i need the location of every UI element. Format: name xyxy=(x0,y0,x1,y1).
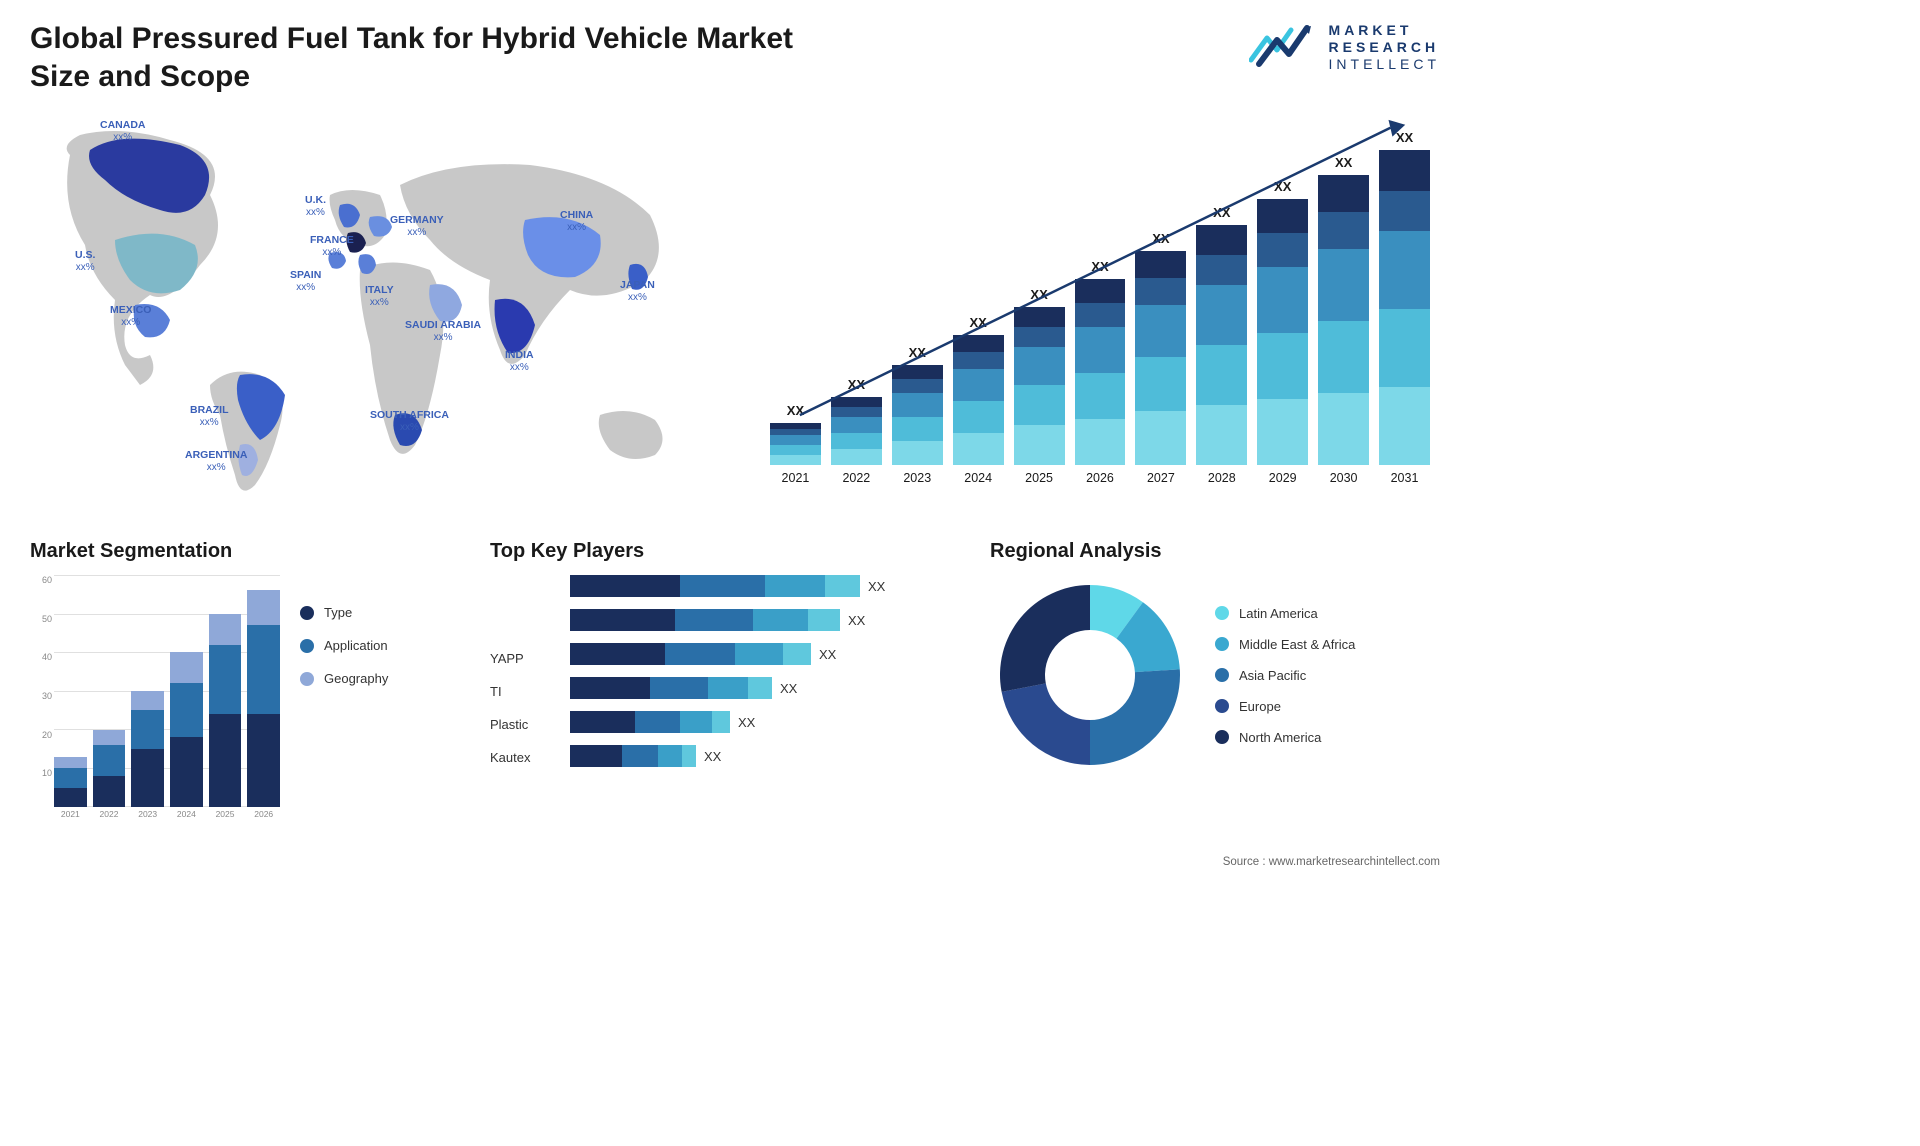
player-bar: XX xyxy=(570,745,960,767)
growth-bar: XX2026 xyxy=(1075,279,1126,485)
legend-item: Type xyxy=(300,605,388,620)
player-bar: XX xyxy=(570,643,960,665)
players-section: Top Key Players YAPPTIPlasticKautex XXXX… xyxy=(490,540,960,767)
growth-bar: XX2030 xyxy=(1318,175,1369,485)
player-bar: XX xyxy=(570,711,960,733)
player-bar: XX xyxy=(570,575,960,597)
regional-legend: Latin America Middle East & Africa Asia Pa… xyxy=(1215,606,1355,745)
map-label: SPAINxx% xyxy=(290,270,321,293)
map-label: BRAZILxx% xyxy=(190,405,229,428)
map-label: INDIAxx% xyxy=(505,350,534,373)
map-label: JAPANxx% xyxy=(620,280,655,303)
player-label: Plastic xyxy=(490,717,550,732)
map-label: U.S.xx% xyxy=(75,250,95,273)
player-bar: XX xyxy=(570,677,960,699)
logo-mark-icon xyxy=(1249,20,1319,75)
map-label: ITALYxx% xyxy=(365,285,394,308)
seg-bar xyxy=(93,730,126,807)
player-bar: XX xyxy=(570,609,960,631)
seg-bar xyxy=(209,614,242,807)
seg-y-axis: 605040302010 xyxy=(30,575,52,807)
world-map: CANADAxx% U.S.xx% MEXICOxx% BRAZILxx% ARGENT… xyxy=(30,105,710,505)
growth-bar: XX2021 xyxy=(770,423,821,485)
growth-bars: XX2021XX2022XX2023XX2024XX2025XX2026XX20… xyxy=(770,145,1430,485)
segmentation-legend: Type Application Geography xyxy=(300,605,388,686)
regional-title: Regional Analysis xyxy=(990,540,1430,563)
growth-bar: XX2029 xyxy=(1257,199,1308,485)
growth-bar: XX2031 xyxy=(1379,150,1430,485)
players-title: Top Key Players xyxy=(490,540,960,563)
legend-item: Latin America xyxy=(1215,606,1355,621)
legend-item: Asia Pacific xyxy=(1215,668,1355,683)
seg-x-axis: 202120222023202420252026 xyxy=(54,809,280,825)
legend-item: Middle East & Africa xyxy=(1215,637,1355,652)
segmentation-section: Market Segmentation 605040302010 2021202… xyxy=(30,540,460,825)
legend-item: Europe xyxy=(1215,699,1355,714)
players-labels: YAPP TI Plastic Kautex xyxy=(490,575,550,767)
seg-bar xyxy=(131,691,164,807)
player-label: Kautex xyxy=(490,750,550,765)
growth-bar: XX2025 xyxy=(1014,307,1065,485)
legend-item: Geography xyxy=(300,671,388,686)
player-label: YAPP xyxy=(490,651,550,666)
player-label: TI xyxy=(490,684,550,699)
brand-logo: MARKET RESEARCH INTELLECT xyxy=(1249,20,1440,75)
seg-bar xyxy=(170,652,203,807)
growth-bar: XX2028 xyxy=(1196,225,1247,485)
page-title: Global Pressured Fuel Tank for Hybrid Ve… xyxy=(30,20,810,95)
growth-bar: XX2022 xyxy=(831,397,882,485)
donut-slice xyxy=(1002,683,1090,765)
segmentation-title: Market Segmentation xyxy=(30,540,460,563)
segmentation-chart: 605040302010 202120222023202420252026 xyxy=(30,575,280,825)
map-label: CANADAxx% xyxy=(100,120,146,143)
seg-bar xyxy=(54,757,87,807)
map-label: SOUTH AFRICAxx% xyxy=(370,410,449,433)
map-label: FRANCExx% xyxy=(310,235,354,258)
growth-bar: XX2024 xyxy=(953,335,1004,485)
players-bars: XX XX XX XX XX XX xyxy=(570,575,960,767)
growth-bar: XX2027 xyxy=(1135,251,1186,485)
donut-slice xyxy=(1090,669,1180,765)
donut-slice xyxy=(1000,585,1090,692)
regional-section: Regional Analysis Latin America Middle Ea… xyxy=(990,540,1430,775)
seg-bar xyxy=(247,590,280,807)
logo-text: MARKET RESEARCH INTELLECT xyxy=(1329,22,1440,72)
regional-donut xyxy=(990,575,1190,775)
map-label: MEXICOxx% xyxy=(110,305,151,328)
map-label: GERMANYxx% xyxy=(390,215,444,238)
legend-item: North America xyxy=(1215,730,1355,745)
map-label: SAUDI ARABIAxx% xyxy=(405,320,481,343)
seg-bars xyxy=(54,575,280,807)
growth-bar: XX2023 xyxy=(892,365,943,485)
source-attribution: Source : www.marketresearchintellect.com xyxy=(1223,856,1440,868)
legend-item: Application xyxy=(300,638,388,653)
map-label: ARGENTINAxx% xyxy=(185,450,247,473)
map-label: U.K.xx% xyxy=(305,195,326,218)
map-label: CHINAxx% xyxy=(560,210,593,233)
growth-chart: XX2021XX2022XX2023XX2024XX2025XX2026XX20… xyxy=(770,105,1430,505)
